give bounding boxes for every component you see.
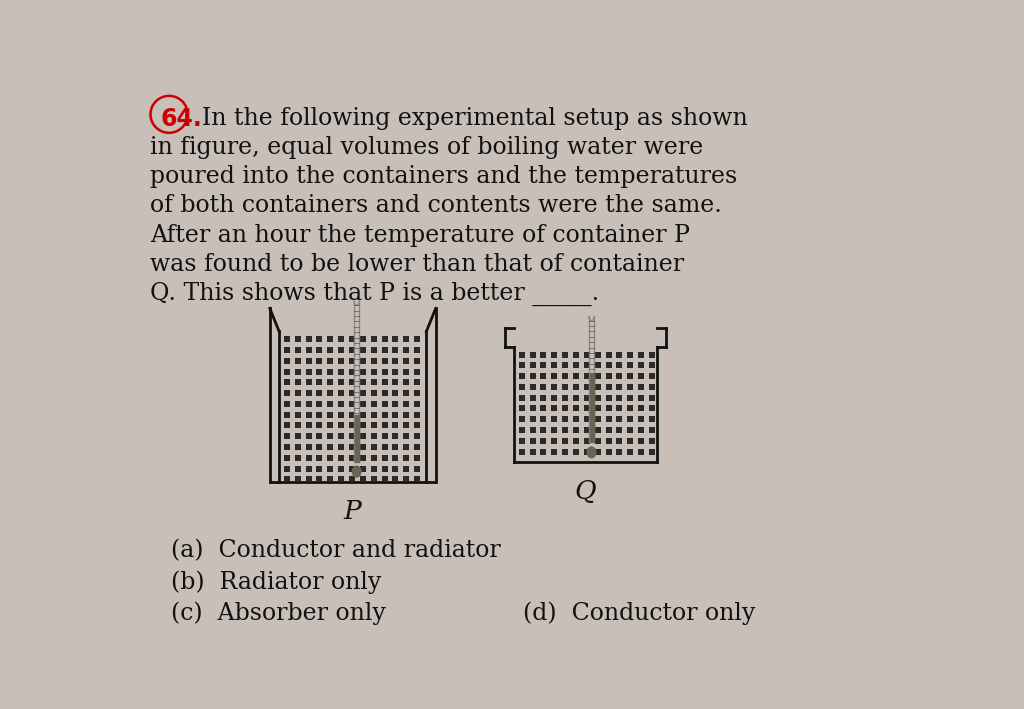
Ellipse shape xyxy=(587,447,596,458)
Text: After an hour the temperature of container P: After an hour the temperature of contain… xyxy=(150,223,690,247)
Text: poured into the containers and the temperatures: poured into the containers and the tempe… xyxy=(150,165,737,188)
Text: (d)  Conductor only: (d) Conductor only xyxy=(523,601,756,625)
Text: 64.: 64. xyxy=(161,106,203,130)
Text: in figure, equal volumes of boiling water were: in figure, equal volumes of boiling wate… xyxy=(150,136,702,159)
Text: of both containers and contents were the same.: of both containers and contents were the… xyxy=(150,194,722,218)
Text: Q: Q xyxy=(574,479,596,504)
Text: was found to be lower than that of container: was found to be lower than that of conta… xyxy=(150,253,684,276)
Text: Q. This shows that P is a better _____.: Q. This shows that P is a better _____. xyxy=(150,282,599,306)
Text: (a)  Conductor and radiator: (a) Conductor and radiator xyxy=(171,540,501,562)
Bar xyxy=(355,415,359,462)
Ellipse shape xyxy=(352,467,360,477)
Text: P: P xyxy=(344,498,361,523)
Text: In the following experimental setup as shown: In the following experimental setup as s… xyxy=(202,106,748,130)
Text: (b)  Radiator only: (b) Radiator only xyxy=(171,570,381,593)
Bar xyxy=(590,373,594,442)
Text: (c)  Absorber only: (c) Absorber only xyxy=(171,601,385,625)
